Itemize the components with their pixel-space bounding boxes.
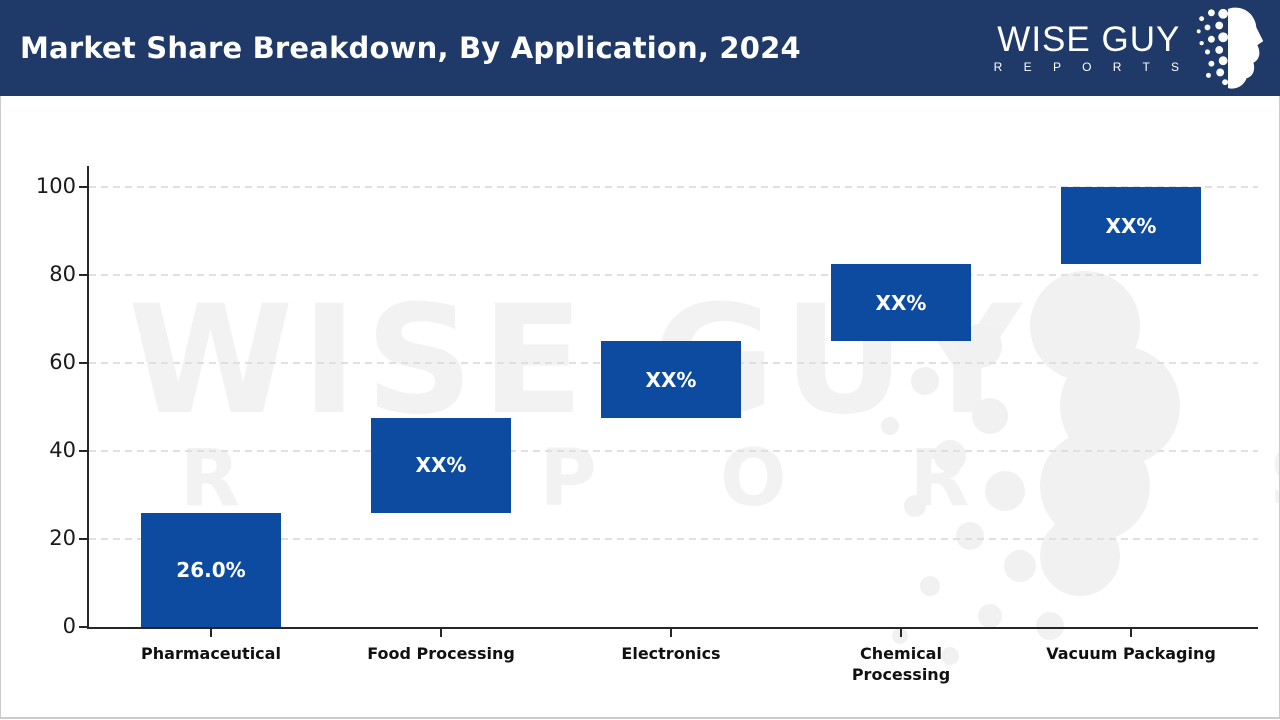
category-label: Vacuum Packaging — [1046, 644, 1216, 663]
gridline — [89, 538, 1258, 540]
category-label: Electronics — [621, 644, 721, 663]
x-tick-mark — [900, 629, 902, 637]
y-tick-mark — [79, 186, 88, 188]
category-label: Chemical Processing — [851, 644, 951, 684]
x-tick-mark — [670, 629, 672, 637]
y-tick-label: 60 — [49, 350, 76, 374]
x-axis-line — [87, 627, 1258, 629]
y-tick-label: 0 — [62, 614, 76, 638]
y-tick-mark — [79, 274, 88, 276]
bar-segment: XX% — [1061, 187, 1201, 264]
bar-value-label: XX% — [1105, 213, 1157, 238]
y-tick-label: 40 — [49, 438, 76, 462]
bar-value-label: XX% — [415, 453, 467, 478]
x-tick-mark — [440, 629, 442, 637]
left-border — [0, 96, 1, 719]
bar-value-label: XX% — [645, 367, 697, 392]
y-tick-mark — [79, 538, 88, 540]
gridline — [89, 274, 1258, 276]
y-tick-mark — [79, 626, 88, 628]
y-tick-label: 80 — [49, 262, 76, 286]
y-tick-mark — [79, 362, 88, 364]
y-tick-label: 20 — [49, 526, 76, 550]
y-axis-line — [87, 166, 89, 629]
bar-value-label: 26.0% — [176, 557, 246, 582]
y-tick-label: 100 — [35, 174, 76, 198]
chart: WISE GUY R E P O R T S 0 20 40 60 80 100 26.0%… — [0, 96, 1280, 720]
x-tick-mark — [210, 629, 212, 637]
gridline — [89, 450, 1258, 452]
brand-logo-name: WISE GUY — [997, 20, 1181, 59]
bar-segment: 26.0% — [141, 512, 281, 627]
bar-segment: XX% — [831, 264, 971, 341]
page-title: Market Share Breakdown, By Application, … — [20, 31, 801, 65]
brand-logo-sub: R E P O R T S — [993, 60, 1188, 74]
category-label: Pharmaceutical — [141, 644, 281, 663]
brand-logo: WISE GUY R E P O R T S — [990, 0, 1266, 96]
wiseguy-head-icon — [1196, 7, 1264, 89]
y-tick-mark — [79, 450, 88, 452]
bar-value-label: XX% — [875, 290, 927, 315]
brand-logo-text: WISE GUY R E P O R T S — [990, 20, 1188, 75]
bar-segment: XX% — [371, 418, 511, 513]
x-tick-mark — [1130, 629, 1132, 637]
gridline — [89, 186, 1258, 188]
header-bar: Market Share Breakdown, By Application, … — [0, 0, 1280, 96]
bottom-border — [0, 717, 1280, 719]
category-label: Food Processing — [367, 644, 515, 663]
bar-segment: XX% — [601, 341, 741, 418]
